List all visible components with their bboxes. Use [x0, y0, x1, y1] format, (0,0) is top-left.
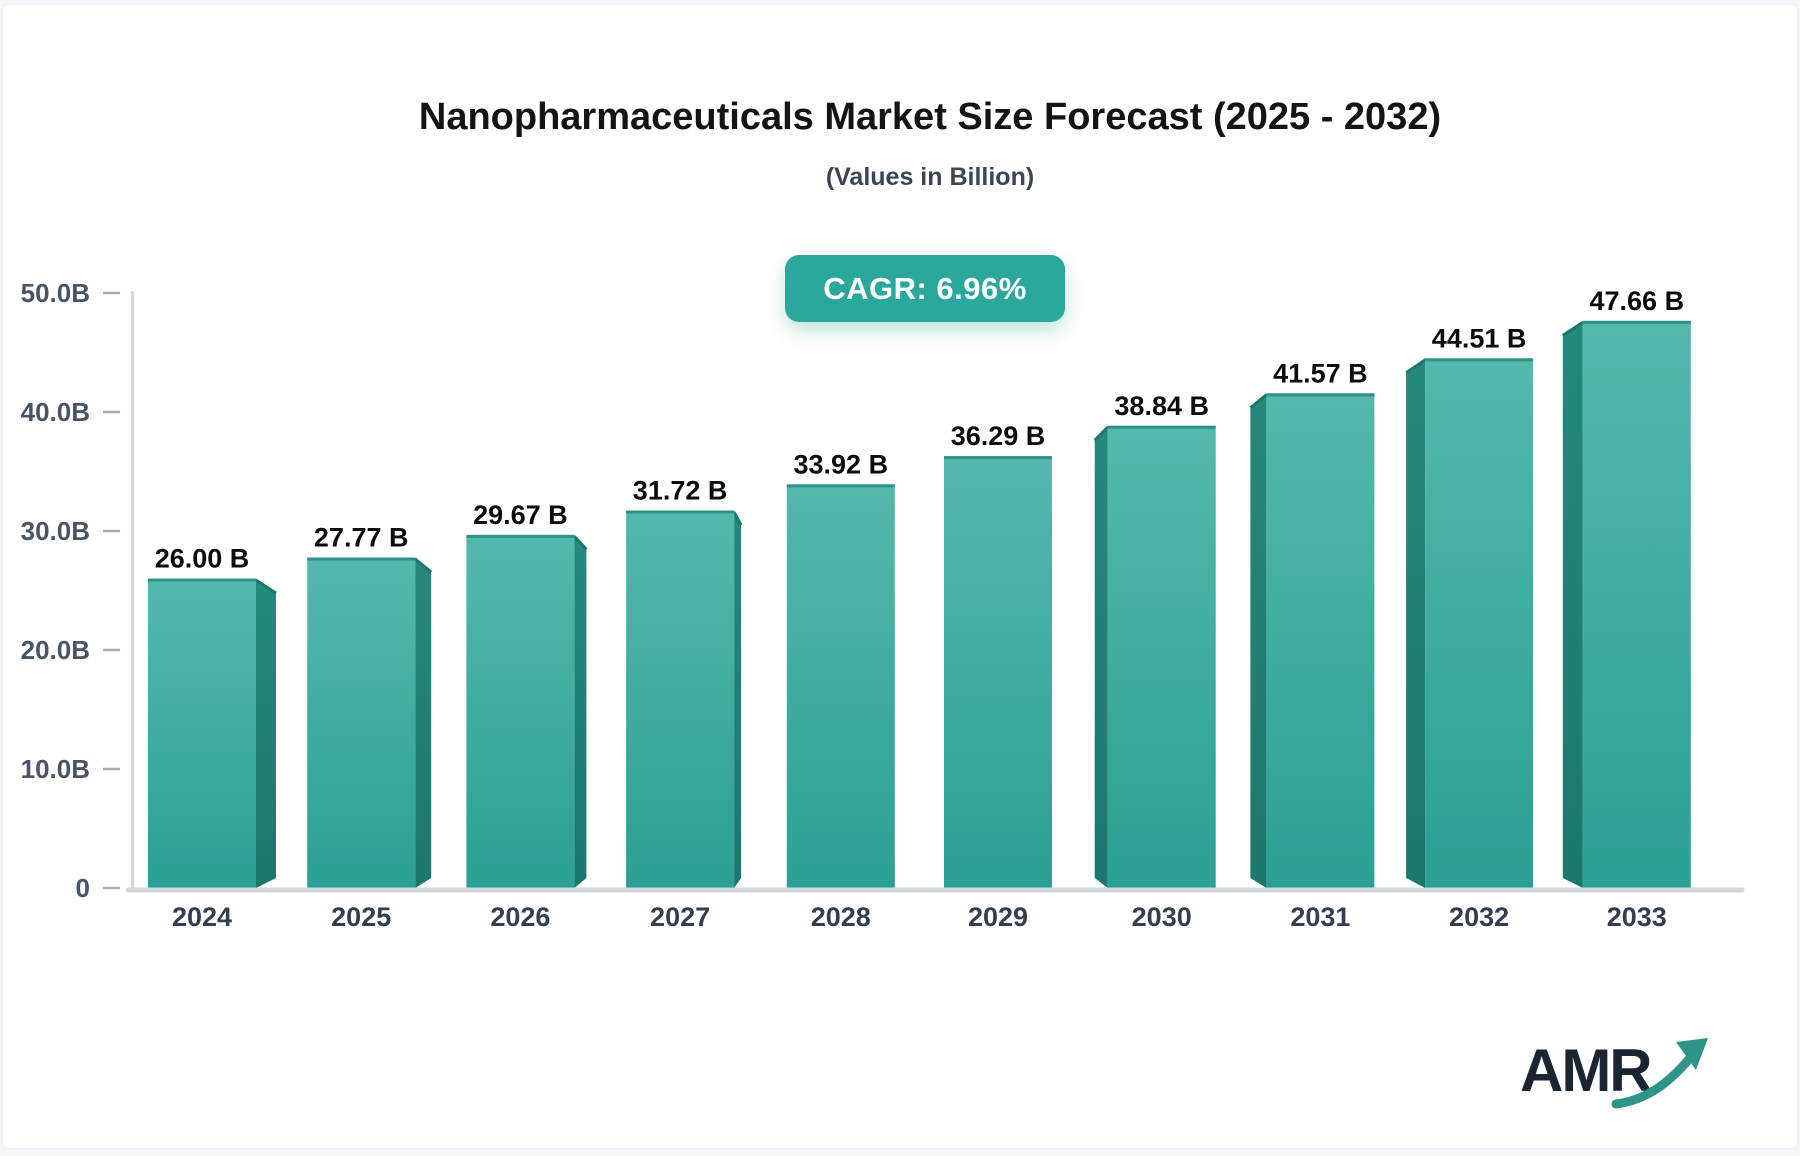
bar-side-face: [1562, 320, 1583, 888]
bar-front-face: [944, 456, 1052, 890]
bar-side-edge: [1249, 393, 1268, 409]
bar-side-edge: [732, 511, 743, 526]
y-axis-label: 40.0B: [21, 397, 90, 427]
bar-front-face: [307, 557, 416, 890]
x-axis-label: 2031: [1290, 902, 1350, 932]
bar-side-edge: [255, 578, 277, 595]
chart-subtitle: (Values in Billion): [825, 163, 1035, 191]
bar-value-label: 27.77 B: [314, 523, 409, 553]
chart-title: Nanopharmaceuticals Market Size Forecast…: [418, 96, 1442, 138]
bar-2028: 33.92 B 2028: [786, 449, 895, 932]
y-axis-label: 10.0B: [21, 754, 90, 784]
bar-front-face: [148, 578, 256, 890]
x-axis-label: 2033: [1607, 902, 1667, 932]
growth-arrow-icon: [1611, 1038, 1708, 1109]
y-axis-label: 0: [76, 873, 90, 903]
bar-value-label: 38.84 B: [1114, 391, 1209, 421]
x-axis-label: 2027: [650, 902, 710, 932]
bar-2029: 36.29 B 2029: [944, 421, 1052, 932]
x-axis-label: 2032: [1449, 902, 1509, 932]
bar-2030: 38.84 B 2030: [1093, 391, 1216, 932]
bar-value-label: 31.72 B: [633, 476, 728, 506]
bar-front-face: [1266, 393, 1375, 890]
bar-front-face: [466, 534, 575, 890]
bar-side-edge: [1093, 426, 1109, 442]
bar-front-face: [1582, 320, 1691, 890]
amr-logo: AMR: [1520, 1032, 1730, 1122]
amr-logo-text: AMR: [1520, 1037, 1653, 1104]
bar-value-label: 41.57 B: [1273, 358, 1368, 388]
x-axis-label: 2030: [1132, 902, 1192, 932]
bar-2032: 44.51 B 2032: [1405, 323, 1534, 932]
bar-value-label: 47.66 B: [1590, 286, 1685, 316]
x-axis-label: 2029: [968, 902, 1028, 932]
bar-front-face: [626, 510, 735, 890]
bar-front-face: [1107, 425, 1216, 890]
x-axis-label: 2026: [490, 902, 550, 932]
bar-value-label: 33.92 B: [794, 449, 889, 479]
bar-value-label: 26.00 B: [155, 544, 250, 574]
bar-2027: 31.72 B 2027: [626, 476, 743, 932]
bar-side-face: [1094, 425, 1108, 888]
cagr-badge: CAGR: 6.96%: [785, 255, 1065, 322]
y-axis-label: 50.0B: [21, 278, 90, 308]
bar-front-face: [786, 484, 895, 890]
bar-2026: 29.67 B 2026: [466, 500, 588, 932]
bar-value-label: 44.51 B: [1432, 323, 1527, 353]
y-axis-label: 30.0B: [21, 516, 90, 546]
bar-2031: 41.57 B 2031: [1249, 358, 1375, 932]
bar-side-edge: [414, 557, 433, 574]
y-axis-label: 20.0B: [21, 635, 90, 665]
bar-side-edge: [573, 535, 588, 551]
bar-side-face: [1406, 358, 1426, 888]
bar-2033: 47.66 B 2033: [1561, 286, 1691, 932]
bar-side-face: [415, 557, 432, 888]
bar-2025: 27.77 B 2025: [307, 523, 433, 932]
x-axis-label: 2028: [811, 902, 871, 932]
x-axis-label: 2024: [172, 902, 232, 932]
bar-front-face: [1425, 358, 1534, 890]
bar-value-label: 36.29 B: [951, 421, 1046, 451]
bar-side-face: [1250, 393, 1267, 888]
x-axis-label: 2025: [331, 902, 391, 932]
bar-side-edge: [1405, 358, 1426, 375]
bar-side-face: [256, 578, 276, 888]
bar-side-face: [734, 510, 742, 888]
bar-value-label: 29.67 B: [473, 500, 568, 530]
bar-side-face: [574, 534, 587, 888]
bar-2024: 26.00 B 2024: [148, 544, 277, 932]
bar-side-edge: [1561, 321, 1584, 337]
